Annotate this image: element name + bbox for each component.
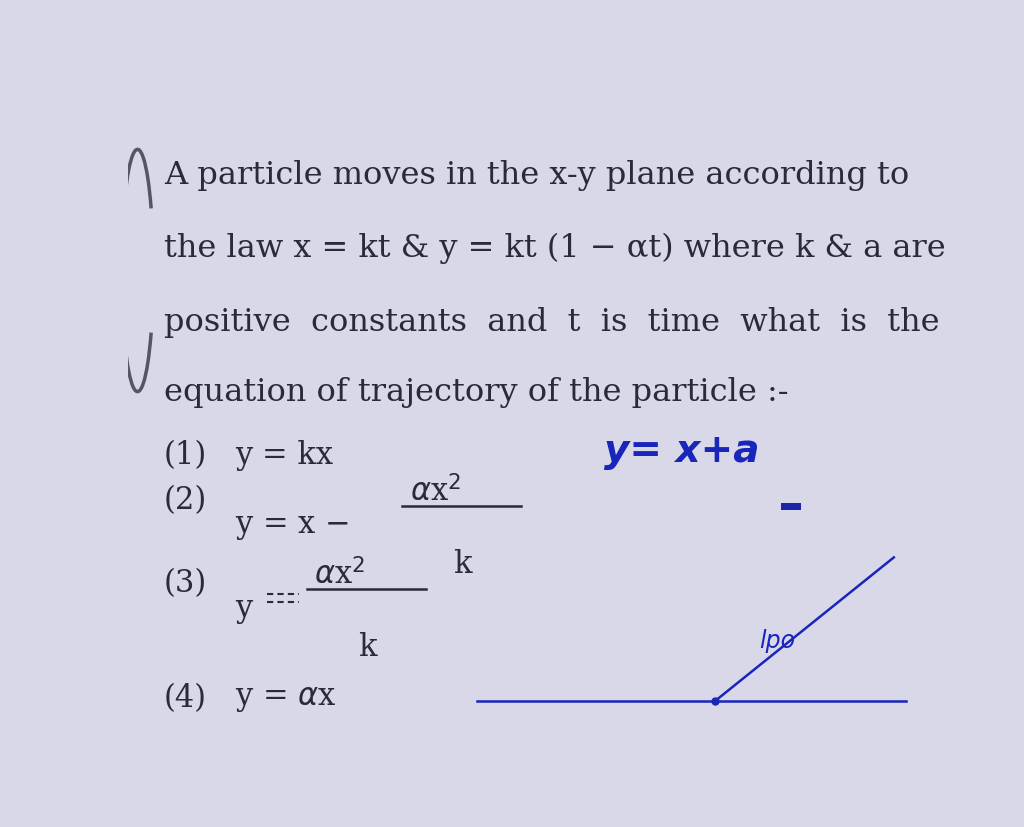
Text: $\alpha$x$^2$: $\alpha$x$^2$ [314,557,366,590]
Text: y = kx: y = kx [236,440,333,471]
Text: equation of trajectory of the particle :-: equation of trajectory of the particle :… [164,376,788,407]
Text: (1): (1) [164,440,207,471]
Text: y= x+a: y= x+a [604,432,760,470]
Text: (4): (4) [164,682,207,713]
FancyBboxPatch shape [781,503,801,510]
Text: y = $\alpha$x: y = $\alpha$x [236,682,337,713]
Text: y = x $-$: y = x $-$ [236,510,349,541]
Text: (3): (3) [164,567,207,598]
Text: $\alpha$x$^2$: $\alpha$x$^2$ [410,475,461,508]
Text: k: k [358,631,377,662]
Text: y: y [236,593,252,624]
Text: lpo: lpo [759,628,795,652]
Text: the law x = kt & y = kt (1 − αt) where k & a are: the law x = kt & y = kt (1 − αt) where k… [164,233,945,264]
Text: positive  constants  and  t  is  time  what  is  the: positive constants and t is time what is… [164,306,939,337]
Text: A particle moves in the x-y plane according to: A particle moves in the x-y plane accord… [164,160,909,191]
Text: k: k [454,548,472,579]
Text: (2): (2) [164,485,207,515]
